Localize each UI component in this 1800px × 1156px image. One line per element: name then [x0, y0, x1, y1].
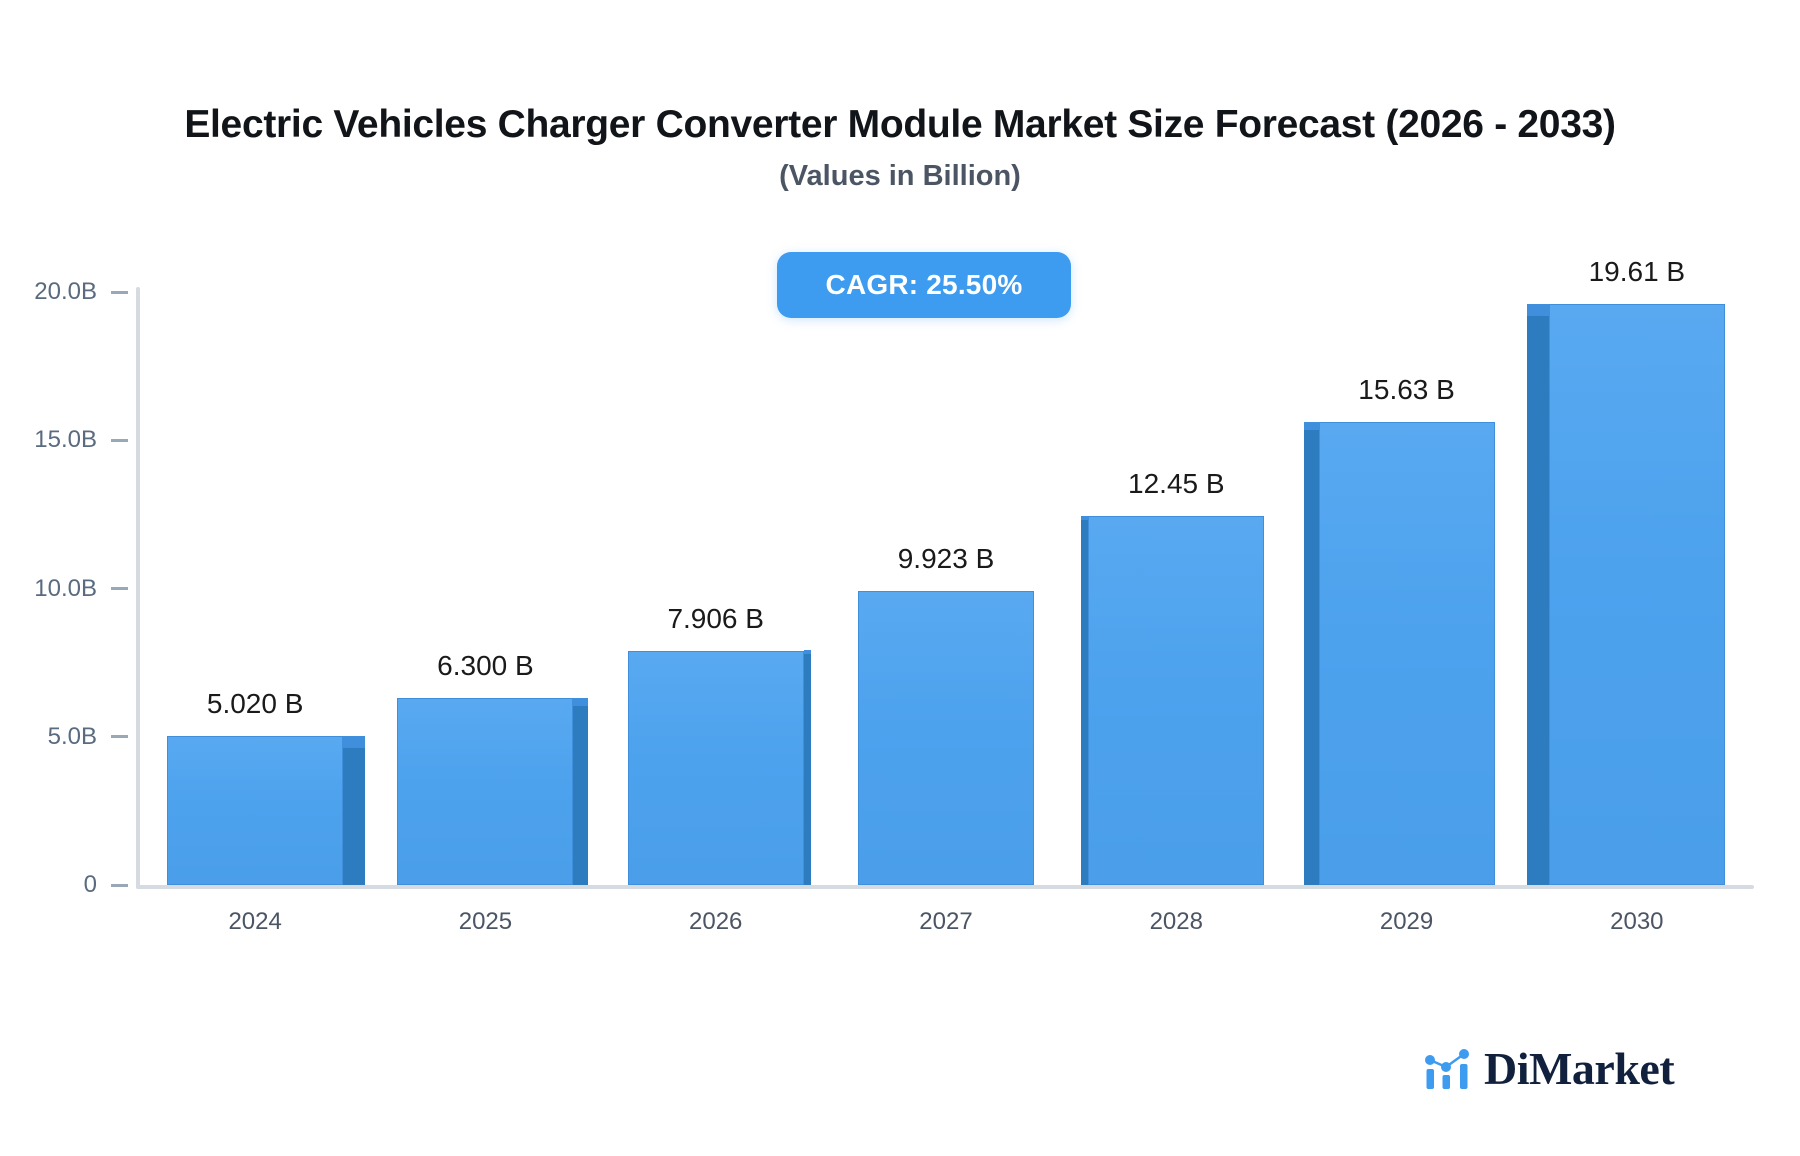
bar-side-face	[573, 706, 589, 885]
y-tick-label: 0	[83, 871, 97, 898]
bar-top-face	[1526, 303, 1549, 316]
title-block: Electric Vehicles Charger Converter Modu…	[0, 103, 1800, 193]
bar-front-face	[1548, 303, 1725, 885]
y-tick-label: 15.0B	[34, 426, 97, 454]
x-tick-label: 2029	[1379, 908, 1434, 935]
x-tick-label: 2025	[458, 908, 513, 935]
bar-top-face	[343, 736, 366, 749]
x-tick-label: 2024	[228, 908, 282, 935]
bar	[1526, 303, 1725, 885]
brand-name: DiMarket	[1484, 1043, 1675, 1094]
y-tick: 15.0B	[0, 425, 136, 455]
bar-top-face	[1303, 421, 1319, 430]
y-tick-label: 20.0B	[34, 278, 97, 305]
y-tick: 5.0B	[0, 722, 136, 752]
y-axis-line	[136, 287, 140, 889]
bar-side-face	[343, 748, 366, 885]
x-tick-label: 2027	[919, 908, 973, 935]
bar-value-label: 9.923 B	[897, 542, 995, 574]
bar	[397, 698, 589, 885]
cagr-badge-label: CAGR: 25.50%	[825, 269, 1023, 300]
bar	[627, 650, 811, 885]
x-tick-label: 2026	[689, 908, 743, 935]
y-tick: 20.0B	[0, 277, 136, 307]
bar-front-face	[167, 736, 344, 885]
y-tick-mark	[111, 883, 128, 887]
y-tick-mark	[111, 587, 128, 590]
page-title: Electric Vehicles Charger Converter Modu…	[184, 103, 1616, 146]
y-tick-mark	[111, 735, 128, 739]
bar-side-face	[1526, 315, 1549, 885]
bar-chart-icon	[1425, 1049, 1469, 1089]
bar	[858, 590, 1034, 885]
bar-value-label: 5.020 B	[206, 688, 304, 720]
y-tick-mark	[111, 438, 128, 442]
y-tick: 0	[0, 870, 136, 900]
bar-side-face	[803, 654, 811, 885]
bar-value-label: 15.63 B	[1358, 373, 1455, 405]
y-tick: 10.0B	[0, 574, 136, 604]
bar	[1081, 515, 1265, 885]
x-axis-line	[136, 885, 1754, 889]
bar-top-face	[1081, 515, 1089, 520]
page-subtitle: (Values in Billion)	[779, 159, 1021, 192]
cagr-badge: CAGR: 25.50%	[777, 252, 1071, 318]
bar-top-face	[803, 650, 811, 655]
bar-front-face	[397, 698, 574, 885]
bar-value-label: 7.906 B	[667, 602, 764, 634]
bar-value-label: 12.45 B	[1128, 467, 1225, 499]
bar-front-face	[1318, 421, 1495, 885]
bar-front-face	[858, 590, 1034, 885]
bar-front-face	[1088, 515, 1265, 885]
bar-top-face	[573, 698, 589, 707]
bar	[1303, 421, 1495, 885]
x-tick-label: 2030	[1610, 908, 1664, 935]
bar-value-label: 19.61 B	[1588, 255, 1686, 287]
bar	[167, 736, 366, 885]
y-tick-mark	[111, 290, 128, 294]
x-tick-label: 2028	[1149, 908, 1203, 935]
bar-front-face	[627, 650, 804, 885]
brand-logo: DiMarket	[1424, 1043, 1675, 1094]
y-tick-label: 5.0B	[47, 722, 97, 750]
bar-side-face	[1303, 429, 1319, 885]
y-tick-label: 10.0B	[34, 574, 97, 602]
bar-value-label: 6.300 B	[437, 650, 534, 682]
bar-side-face	[1081, 519, 1089, 885]
